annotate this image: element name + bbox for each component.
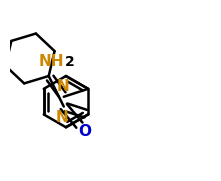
Text: NH: NH <box>38 54 64 69</box>
Text: 2: 2 <box>65 54 74 69</box>
Text: N: N <box>56 79 69 94</box>
Text: N: N <box>55 110 68 125</box>
Text: O: O <box>78 124 91 139</box>
